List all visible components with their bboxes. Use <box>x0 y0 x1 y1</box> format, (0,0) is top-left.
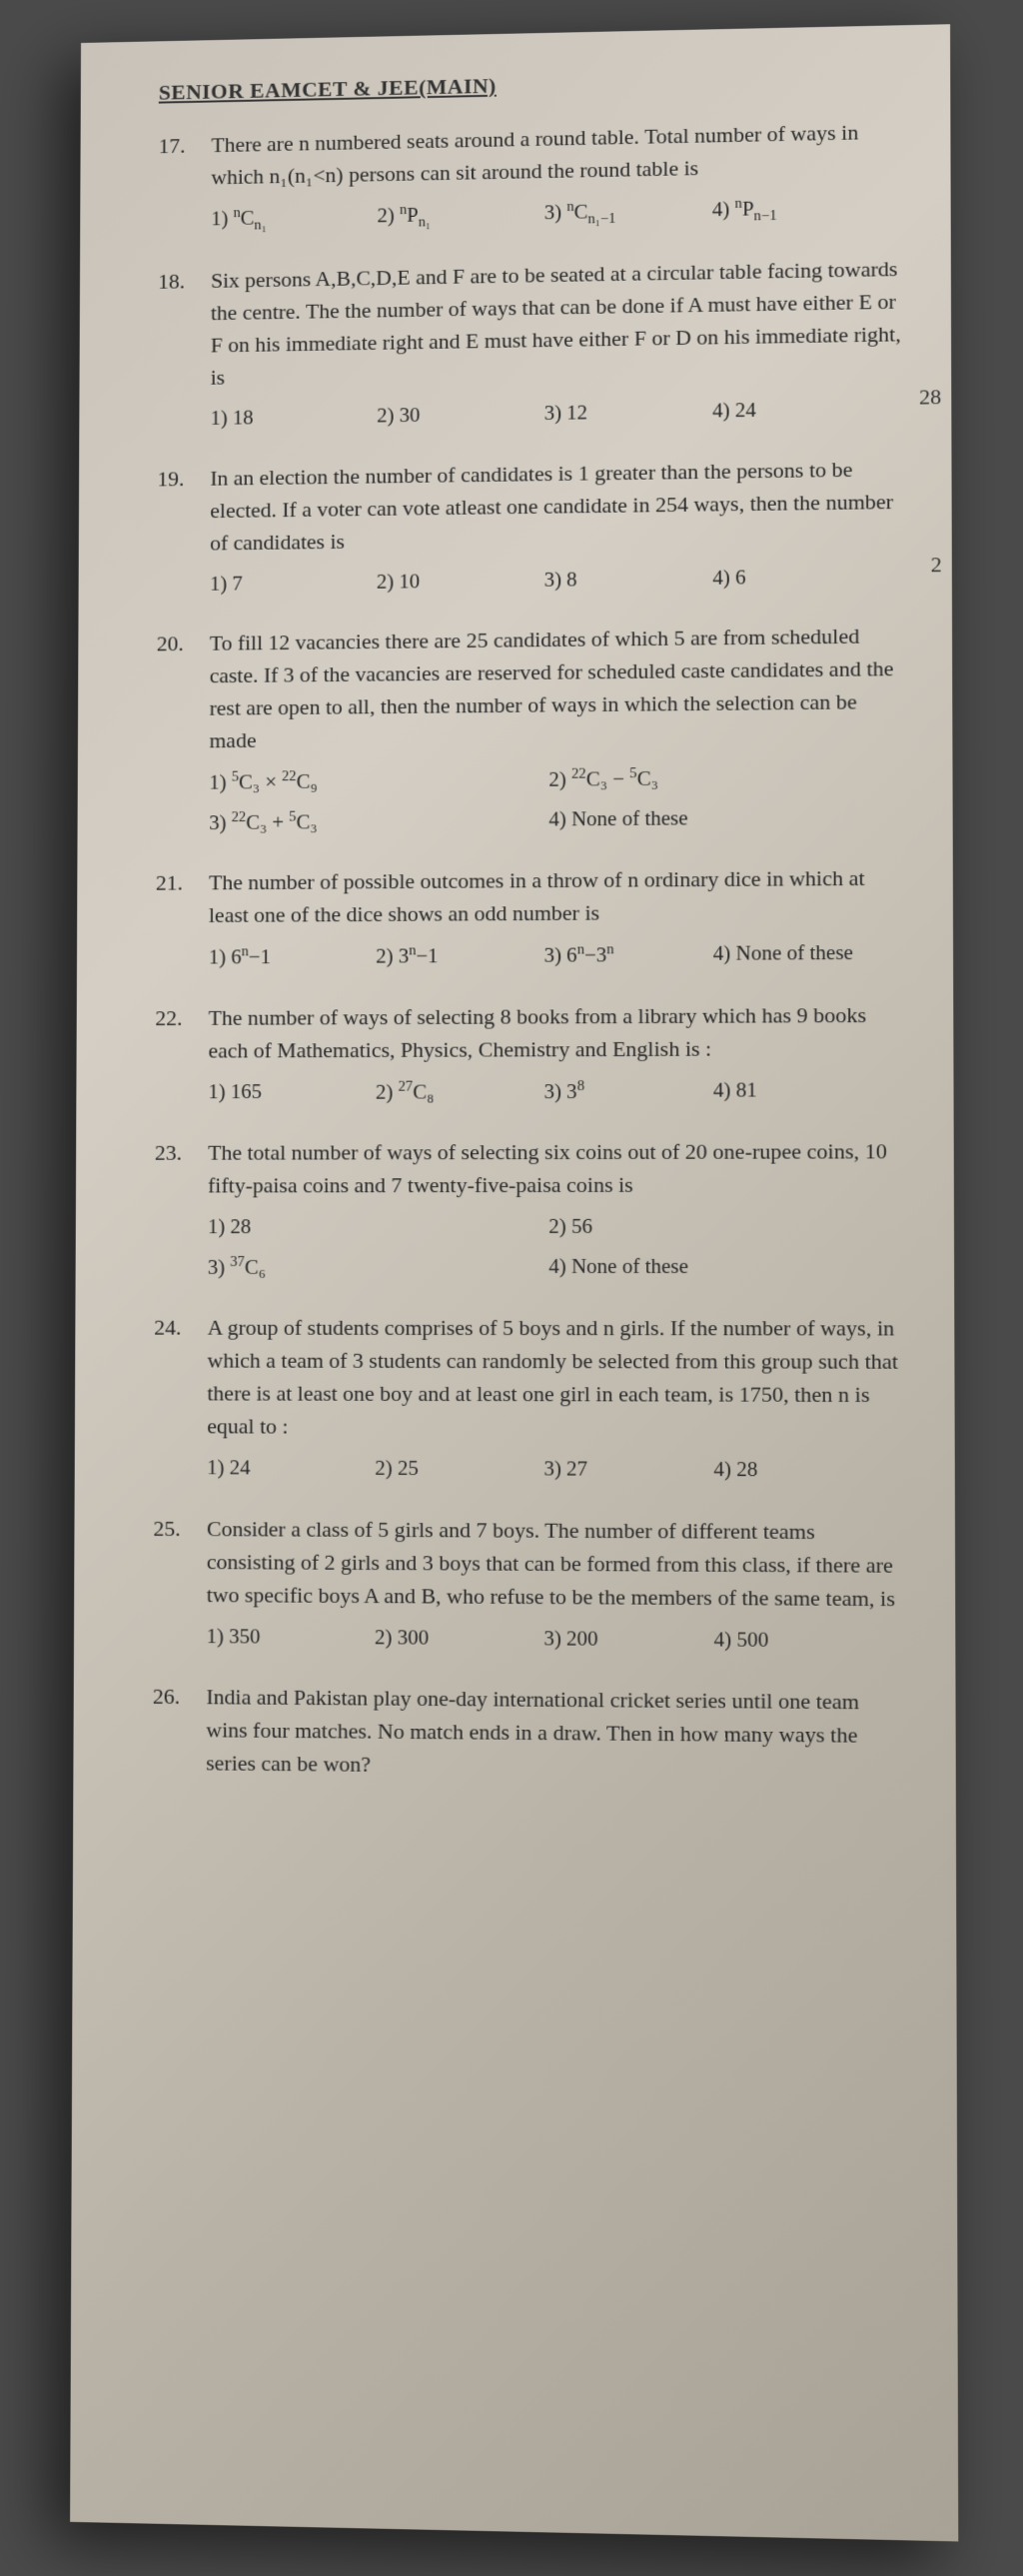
question-number: 20. <box>156 628 198 839</box>
question-number: 24. <box>154 1311 196 1484</box>
option: 1) nCn₁ <box>211 200 348 237</box>
question-text: India and Pakistan play one-day internat… <box>206 1680 905 1786</box>
question: 26. India and Pakistan play one-day inter… <box>153 1680 905 1786</box>
question-number: 21. <box>156 866 198 973</box>
options: 1) 18 2) 30 3) 12 4) 24 <box>211 393 902 434</box>
option: 4) 6 <box>712 561 852 594</box>
question-body: To fill 12 vacancies there are 25 candid… <box>209 620 902 839</box>
question-text: In an election the number of candidates … <box>210 452 901 559</box>
question-text: The total number of ways of selecting si… <box>208 1134 903 1201</box>
option: 4) None of these <box>713 937 853 970</box>
question-text: Six persons A,B,C,D,E and F are to be se… <box>211 253 901 394</box>
option: 3) 12 <box>544 396 683 429</box>
options: 1) nCn₁ 2) nPn₁ 3) nCn₁−1 4) nPn−1 <box>211 190 900 237</box>
option: 3) 6n−3n <box>543 938 682 971</box>
question: 22. The number of ways of selecting 8 boo… <box>155 998 903 1109</box>
question-number: 19. <box>157 462 199 600</box>
option: 4) 500 <box>714 1624 855 1657</box>
option: 4) nPn−1 <box>712 191 851 228</box>
question-text: Consider a class of 5 girls and 7 boys. … <box>207 1512 905 1615</box>
question-body: Consider a class of 5 girls and 7 boys. … <box>207 1512 905 1657</box>
option: 2) 56 <box>548 1211 863 1243</box>
option: 3) 27 <box>543 1454 683 1486</box>
question-number: 18. <box>158 265 200 435</box>
option: 4) 28 <box>713 1454 854 1486</box>
question-number: 26. <box>153 1680 195 1780</box>
side-number: 28 <box>919 384 941 410</box>
option: 4) 24 <box>712 394 851 427</box>
option: 2) 25 <box>375 1453 513 1485</box>
question-body: In an election the number of candidates … <box>210 452 902 600</box>
option: 4) None of these <box>548 1251 863 1284</box>
question-body: India and Pakistan play one-day internat… <box>206 1680 905 1786</box>
options: 1) 165 2) 27C₈ 3) 38 4) 81 <box>208 1074 903 1109</box>
option: 3) 22C₃ + 5C₃ <box>209 804 518 839</box>
options: 1) 6n−1 2) 3n−1 3) 6n−3n 4) None of these <box>209 937 903 973</box>
question: 24. A group of students comprises of 5 bo… <box>154 1311 904 1487</box>
question: 19. In an election the number of candidat… <box>157 452 902 600</box>
question-number: 17. <box>158 129 199 238</box>
question-number: 25. <box>153 1512 195 1653</box>
options: 1) 350 2) 300 3) 200 4) 500 <box>207 1621 905 1657</box>
page: SENIOR EAMCET & JEE(MAIN) 17. There are n… <box>70 24 958 2541</box>
option: 2) 22C₃ − 5C₃ <box>548 760 862 795</box>
question: 17. There are n numbered seats around a r… <box>158 115 900 238</box>
page-header: SENIOR EAMCET & JEE(MAIN) <box>159 65 900 106</box>
option: 1) 6n−1 <box>209 940 347 973</box>
question-text: To fill 12 vacancies there are 25 candid… <box>209 620 901 757</box>
question-text: There are n numbered seats around a roun… <box>211 115 900 193</box>
question-body: The number of possible outcomes in a thr… <box>209 861 903 973</box>
option: 3) 38 <box>543 1075 682 1108</box>
option: 1) 24 <box>207 1453 345 1485</box>
question-text: The number of possible outcomes in a thr… <box>209 861 903 931</box>
question-body: A group of students comprises of 5 boys … <box>207 1311 904 1487</box>
question-body: There are n numbered seats around a roun… <box>211 115 900 237</box>
option: 1) 18 <box>211 402 348 435</box>
question-text: A group of students comprises of 5 boys … <box>207 1311 904 1445</box>
option: 2) 27C₈ <box>376 1075 514 1108</box>
question: 21. The number of possible outcomes in a … <box>156 861 903 973</box>
question: 18. Six persons A,B,C,D,E and F are to be… <box>158 253 901 436</box>
option: 2) 30 <box>377 399 514 432</box>
option: 3) 37C₆ <box>208 1251 518 1283</box>
option: 2) 300 <box>375 1622 513 1655</box>
question: 20. To fill 12 vacancies there are 25 can… <box>156 620 902 839</box>
question: 25. Consider a class of 5 girls and 7 boy… <box>153 1512 904 1657</box>
question-text: The number of ways of selecting 8 books … <box>208 998 902 1067</box>
option: 2) 10 <box>377 565 514 598</box>
option: 4) 81 <box>713 1074 853 1107</box>
options: 1) 28 2) 56 3) 37C₆ 4) None of these <box>208 1211 904 1283</box>
option: 4) None of these <box>548 801 862 836</box>
option: 1) 7 <box>210 567 347 600</box>
option: 3) nCn₁−1 <box>544 194 682 231</box>
options: 1) 24 2) 25 3) 27 4) 28 <box>207 1453 904 1487</box>
options: 1) 5C₃ × 22C₉ 2) 22C₃ − 5C₃ 3) 22C₃ + 5C₃ 4… <box>209 760 902 838</box>
question-number: 22. <box>155 1001 197 1109</box>
option: 3) 8 <box>544 563 683 596</box>
option: 2) nPn₁ <box>377 197 514 234</box>
option: 1) 165 <box>208 1076 346 1109</box>
question-number: 23. <box>154 1136 196 1283</box>
questions-container: 17. There are n numbered seats around a r… <box>153 115 905 1786</box>
options: 1) 7 2) 10 3) 8 4) 6 <box>210 560 902 599</box>
side-number: 2 <box>931 552 942 578</box>
option: 1) 28 <box>208 1211 518 1243</box>
question: 23. The total number of ways of selecting… <box>154 1134 903 1283</box>
question-body: The number of ways of selecting 8 books … <box>208 998 903 1109</box>
option: 2) 3n−1 <box>376 939 513 972</box>
option: 3) 200 <box>543 1623 683 1656</box>
option: 1) 350 <box>207 1621 345 1653</box>
question-body: Six persons A,B,C,D,E and F are to be se… <box>211 253 902 435</box>
option: 1) 5C₃ × 22C₉ <box>209 763 518 798</box>
question-body: The total number of ways of selecting si… <box>208 1134 904 1283</box>
